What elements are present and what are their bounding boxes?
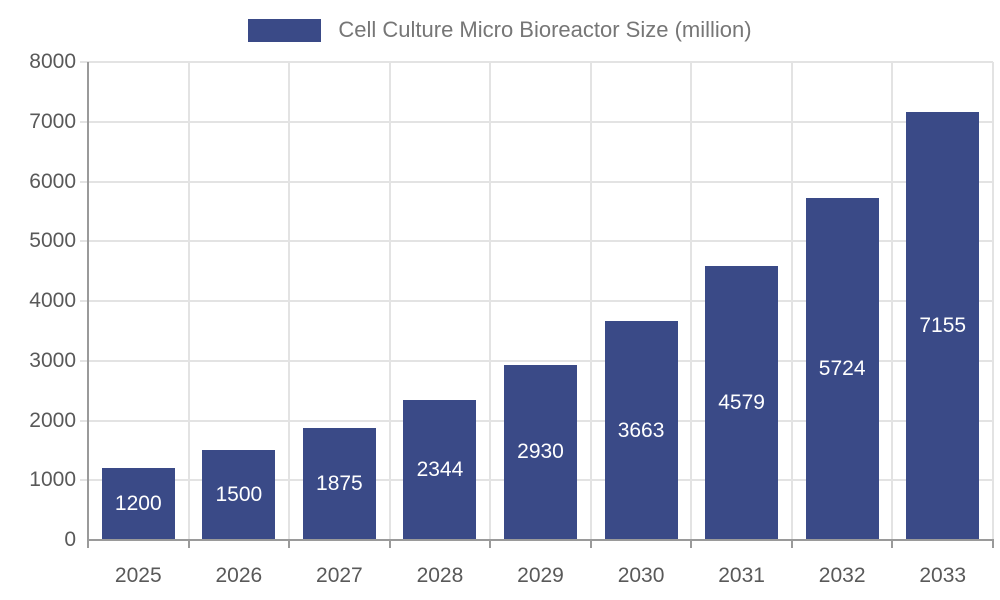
gridline-vertical — [288, 62, 291, 540]
y-axis-line — [87, 62, 89, 548]
y-axis-tick-label: 6000 — [29, 169, 76, 193]
gridline-vertical — [690, 62, 693, 540]
gridline-horizontal — [88, 240, 993, 243]
bar — [302, 427, 376, 540]
gridline-vertical — [187, 62, 190, 540]
x-axis-tick — [388, 540, 391, 548]
x-axis-tick-label: 2030 — [617, 564, 665, 587]
y-axis-tick-label: 4000 — [29, 289, 76, 312]
gridline-vertical — [891, 62, 894, 540]
bar — [705, 266, 779, 540]
y-axis-tick-label: 0 — [64, 528, 76, 551]
gridline-vertical — [589, 62, 592, 540]
x-axis-tick — [589, 540, 592, 548]
y-axis-tick-label: 7000 — [29, 109, 76, 133]
y-axis-tick — [80, 61, 88, 63]
bar-value-label: 1500 — [215, 483, 263, 507]
gridline-vertical — [489, 62, 492, 540]
bar-value-label: 1200 — [114, 492, 162, 516]
bar-value-label: 3663 — [617, 418, 665, 442]
x-axis-tick — [187, 540, 190, 548]
gridline-horizontal — [88, 180, 993, 183]
x-axis-tick-label: 2027 — [316, 564, 363, 587]
bar — [805, 197, 879, 540]
y-axis-tick — [80, 180, 88, 183]
y-axis-tick — [80, 479, 88, 482]
x-axis-tick-label: 2033 — [919, 564, 967, 587]
x-axis-tick — [790, 540, 793, 548]
bar — [906, 112, 980, 540]
x-axis-tick — [288, 540, 291, 548]
gridline-horizontal — [88, 120, 993, 123]
legend[interactable]: Cell Culture Micro Bioreactor Size (mill… — [0, 17, 1000, 43]
x-axis-tick — [891, 540, 894, 548]
y-axis-tick-label: 3000 — [29, 348, 76, 372]
x-axis-tick-label: 2028 — [416, 564, 464, 587]
y-axis-tick-label: 8000 — [29, 50, 76, 73]
x-axis-tick-label: 2032 — [818, 564, 866, 587]
y-axis-tick — [80, 359, 88, 362]
bar-value-label: 7155 — [919, 314, 967, 338]
x-axis-tick-label: 2031 — [718, 564, 765, 587]
x-axis-tick-label: 2029 — [517, 564, 564, 587]
x-axis-tick-label: 2026 — [215, 564, 263, 587]
bar-value-label: 4579 — [718, 391, 765, 415]
x-axis-tick — [690, 540, 693, 548]
gridline-vertical — [992, 62, 994, 540]
bar-value-label: 2930 — [517, 440, 564, 464]
legend-label: Cell Culture Micro Bioreactor Size (mill… — [338, 17, 752, 42]
gridline-vertical — [790, 62, 793, 540]
y-axis-tick-label: 2000 — [29, 408, 76, 432]
gridline-horizontal — [88, 300, 993, 302]
gridline-horizontal — [88, 359, 993, 362]
gridline-vertical — [388, 62, 391, 540]
y-axis-tick — [80, 120, 88, 123]
x-axis-tick — [489, 540, 492, 548]
y-axis-tick — [80, 300, 88, 302]
x-axis-line — [87, 539, 994, 541]
bar-value-label: 2344 — [416, 457, 464, 481]
bar-value-label: 1875 — [316, 471, 363, 495]
y-axis-tick-label: 1000 — [29, 468, 76, 492]
x-axis-tick-label: 2025 — [114, 564, 162, 587]
bar — [403, 399, 477, 540]
y-axis-tick-label: 5000 — [29, 229, 76, 253]
y-axis-tick — [80, 240, 88, 243]
y-axis-tick — [80, 419, 88, 422]
gridline-horizontal — [88, 61, 993, 63]
bar — [101, 468, 175, 540]
bar-value-label: 5724 — [818, 356, 866, 380]
bar — [202, 450, 276, 540]
bar — [504, 364, 577, 540]
bar — [604, 321, 678, 540]
x-axis-tick — [992, 540, 994, 548]
legend-swatch-icon — [248, 18, 322, 42]
